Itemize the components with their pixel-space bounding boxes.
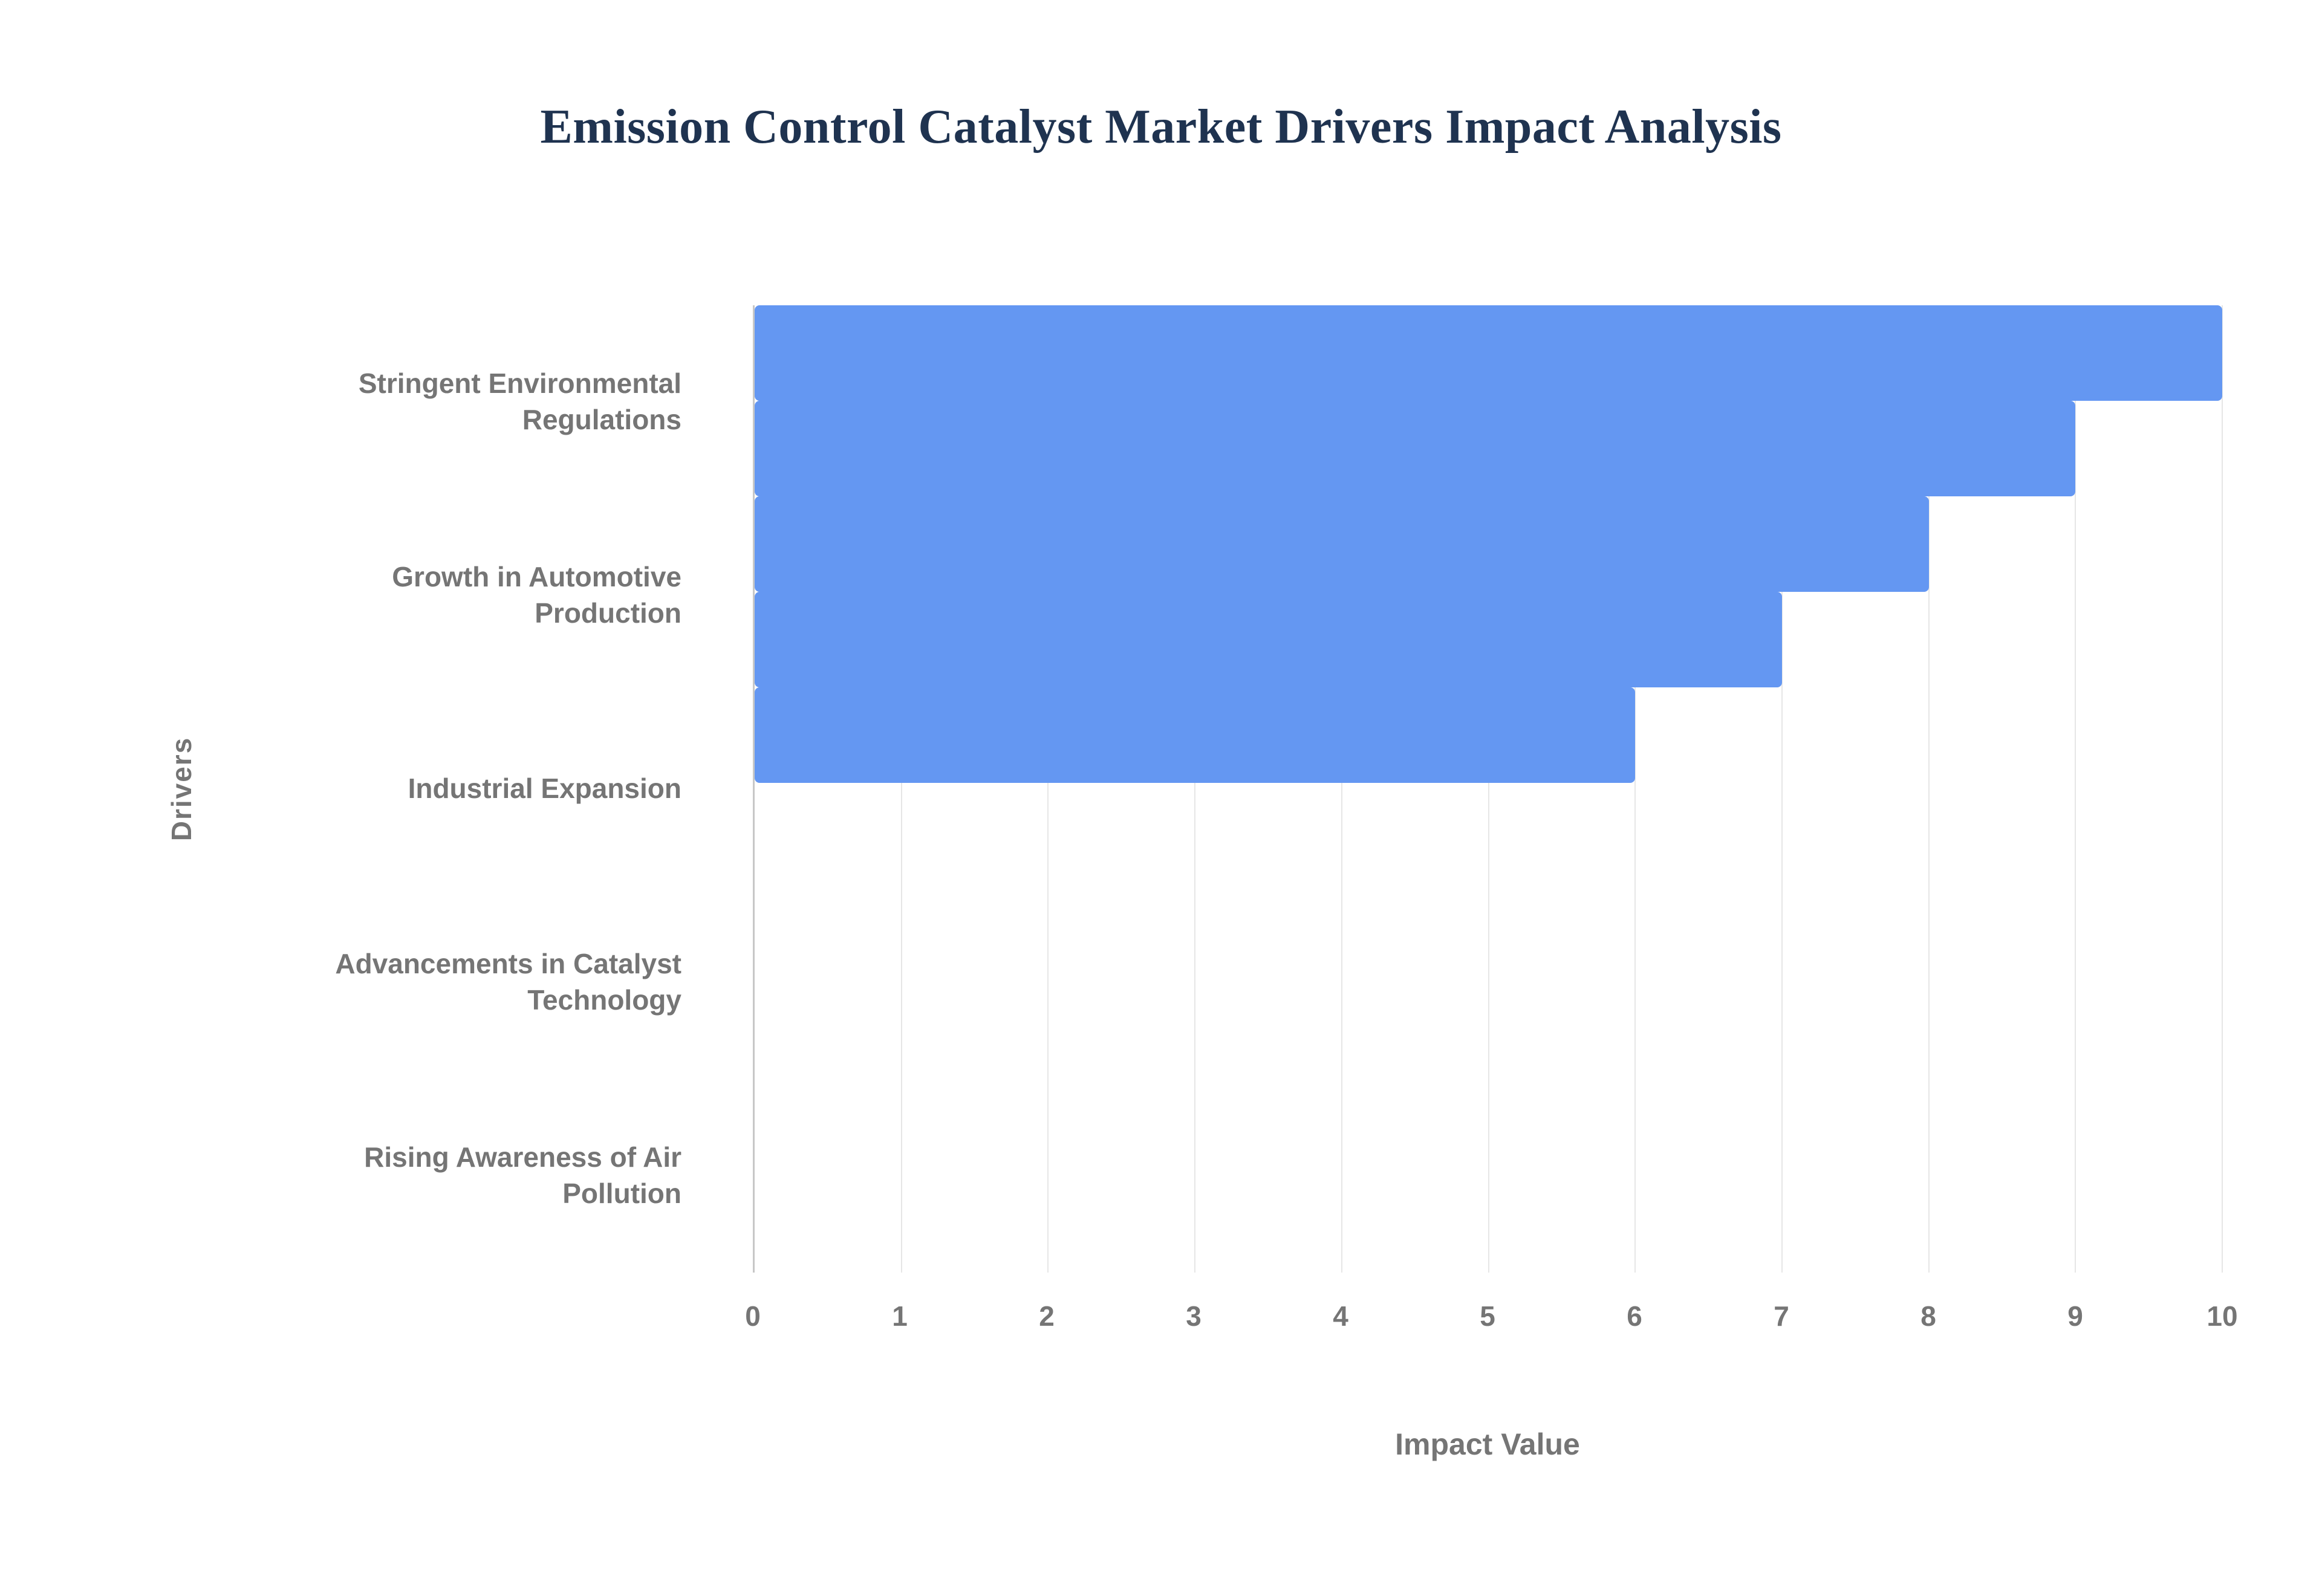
bar [755, 305, 2222, 401]
x-tick-label: 10 [2207, 1300, 2238, 1332]
x-tick-label: 0 [745, 1300, 761, 1332]
gridline [2075, 305, 2076, 1273]
plot-area [753, 305, 2223, 1273]
bar-series [755, 305, 2222, 783]
category-label: Advancements in Catalyst Technology [335, 948, 681, 1016]
chart-title: Emission Control Catalyst Market Drivers… [540, 100, 1782, 154]
x-axis-title: Impact Value [1395, 1427, 1580, 1461]
gridline [900, 305, 902, 1273]
gridline [1194, 305, 1196, 1273]
category-label: Industrial Expansion [408, 773, 681, 805]
bar [755, 496, 1929, 592]
x-tick-label: 3 [1186, 1300, 1202, 1332]
bar [755, 592, 1782, 687]
x-tick-label: 4 [1333, 1300, 1348, 1332]
x-tick-label: 8 [1920, 1300, 1936, 1332]
gridline [1634, 305, 1636, 1273]
category-label: Stringent Environmental Regulations [358, 368, 681, 435]
category-axis: Stringent Environmental Regulations Growt… [0, 305, 717, 1273]
x-tick-label: 7 [1774, 1300, 1789, 1332]
x-axis-ticks: 0 1 2 3 4 5 6 7 8 9 10 [745, 1300, 2237, 1342]
x-tick-label: 1 [892, 1300, 908, 1332]
bar-band [755, 687, 2222, 783]
bar-band [755, 401, 2222, 496]
category-label: Growth in Automotive Production [392, 561, 681, 629]
gridline [1781, 305, 1783, 1273]
gridline [1928, 305, 1930, 1273]
bar-band [755, 592, 2222, 687]
bar-band [755, 496, 2222, 592]
x-tick-label: 9 [2067, 1300, 2083, 1332]
x-tick-label: 6 [1627, 1300, 1642, 1332]
category-label: Rising Awareness of Air Pollution [364, 1141, 681, 1209]
bar-band [755, 305, 2222, 401]
x-tick-label: 5 [1480, 1300, 1495, 1332]
gridline [2222, 305, 2223, 1273]
x-tick-label: 2 [1039, 1300, 1055, 1332]
gridline [1047, 305, 1049, 1273]
bar [755, 401, 2076, 496]
gridline [1341, 305, 1342, 1273]
bar [755, 687, 1636, 783]
gridline [1488, 305, 1489, 1273]
